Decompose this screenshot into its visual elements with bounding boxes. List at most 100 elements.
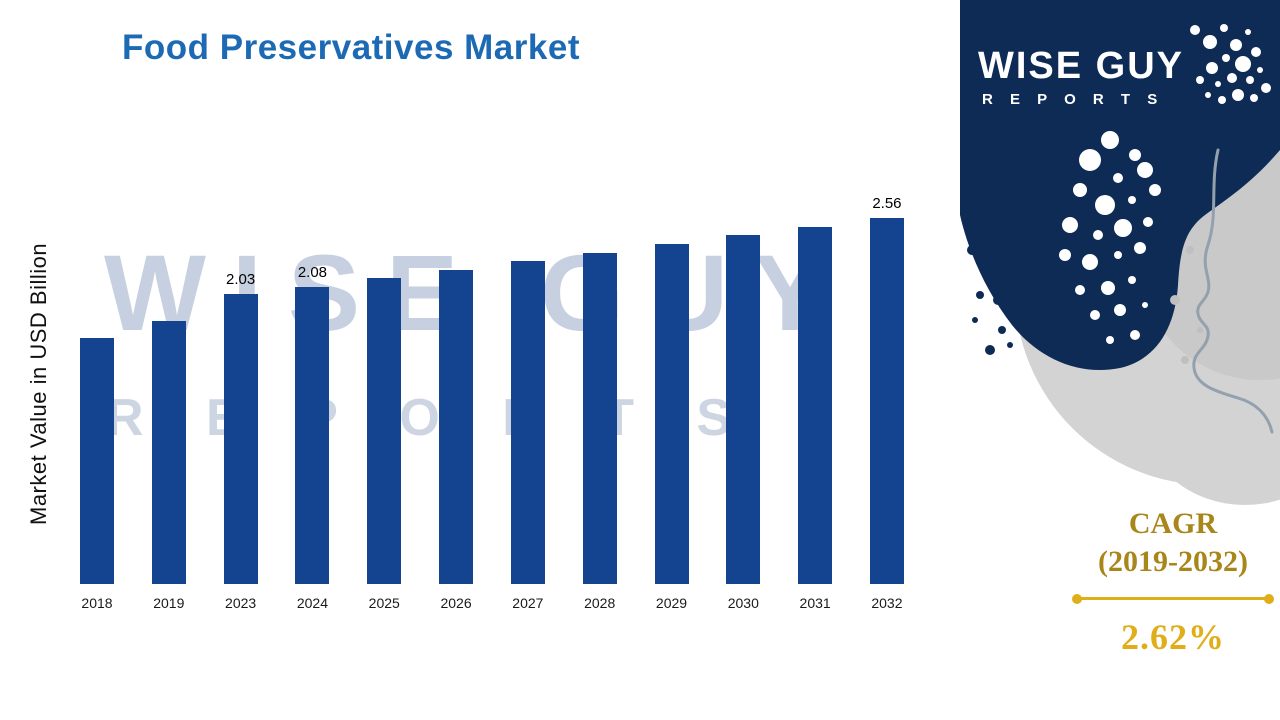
decorative-dot bbox=[1206, 62, 1218, 74]
x-tick-label: 2019 bbox=[153, 595, 185, 611]
decorative-dot bbox=[1106, 336, 1114, 344]
decorative-dot bbox=[1203, 35, 1217, 49]
x-tick-label: 2028 bbox=[584, 595, 616, 611]
cagr-heading-line1: CAGR bbox=[1128, 507, 1218, 540]
decorative-dot bbox=[967, 245, 977, 255]
decorative-dot bbox=[1082, 254, 1098, 270]
decorative-dot bbox=[1197, 327, 1203, 333]
decorative-dot bbox=[1235, 56, 1251, 72]
face-profile-icon bbox=[1192, 148, 1274, 434]
decorative-dot bbox=[1095, 195, 1115, 215]
bar-plot: 2018 2019 2.03 2023 2.08 2024 2025 2026 2027 2028… bbox=[80, 184, 904, 611]
decorative-dot bbox=[1129, 149, 1141, 161]
decorative-dot bbox=[1227, 73, 1237, 83]
bar bbox=[439, 269, 474, 584]
decorative-dot bbox=[1114, 304, 1126, 316]
decorative-dot bbox=[1230, 39, 1242, 51]
bar-column: 2.03 2023 bbox=[223, 184, 258, 611]
bar-value-label: 2.03 bbox=[226, 271, 256, 288]
x-tick-label: 2031 bbox=[799, 595, 831, 611]
decorative-dot bbox=[1181, 356, 1189, 364]
decorative-dot bbox=[976, 144, 988, 156]
decorative-dot bbox=[1093, 230, 1103, 240]
decorative-dot bbox=[1128, 276, 1136, 284]
x-tick-label: 2026 bbox=[440, 595, 472, 611]
bar bbox=[151, 321, 186, 584]
decorative-dot bbox=[993, 295, 1003, 305]
decorative-dot bbox=[1196, 76, 1204, 84]
bar bbox=[582, 252, 617, 584]
bar-value-label: 2.56 bbox=[872, 195, 902, 213]
cagr-value: 2.62% bbox=[1121, 617, 1225, 657]
decorative-dot bbox=[1073, 183, 1087, 197]
bar bbox=[510, 261, 545, 584]
gray-dot-cluster bbox=[1170, 246, 1203, 364]
x-tick-label: 2029 bbox=[655, 595, 688, 611]
cagr-heading-line2: (2019-2032) bbox=[1098, 545, 1248, 578]
x-tick-label: 2030 bbox=[727, 595, 759, 611]
decorative-dot bbox=[1017, 297, 1023, 303]
bar-column: 2018 bbox=[80, 184, 114, 611]
decorative-dot bbox=[985, 345, 995, 355]
decorative-dot bbox=[1079, 149, 1101, 171]
decorative-dot bbox=[1170, 295, 1180, 305]
decorative-dot bbox=[1128, 196, 1136, 204]
bar bbox=[367, 278, 402, 584]
bar-column: 2019 bbox=[151, 184, 186, 611]
decorative-dot bbox=[1114, 251, 1122, 259]
x-tick-label: 2023 bbox=[225, 595, 257, 611]
watermark-line2: R E P O R T S bbox=[106, 389, 756, 447]
decorative-dot bbox=[1011, 206, 1019, 214]
decorative-dot bbox=[1186, 246, 1194, 254]
decorative-dot bbox=[1190, 25, 1200, 35]
bar-column: 2.56 2032 bbox=[869, 184, 904, 611]
decorative-dot bbox=[1222, 54, 1230, 62]
decorative-dot bbox=[998, 326, 1006, 334]
decorative-dot bbox=[976, 291, 984, 299]
y-axis-label: Market Value in USD Billion bbox=[26, 242, 51, 526]
decorative-dot bbox=[1090, 310, 1100, 320]
bar-column: 2027 bbox=[510, 184, 545, 611]
decorative-dot bbox=[1218, 96, 1226, 104]
bar bbox=[798, 226, 833, 584]
decorative-dot bbox=[966, 166, 974, 174]
white-dot-cluster bbox=[1059, 24, 1271, 344]
decorative-dot bbox=[1027, 327, 1033, 333]
bar bbox=[295, 286, 330, 584]
bar-column: 2031 bbox=[798, 184, 833, 611]
x-tick-label: 2018 bbox=[81, 595, 113, 611]
cagr-block: CAGR (2019-2032) 2.62% bbox=[1070, 505, 1276, 658]
decorative-dot bbox=[1246, 76, 1254, 84]
x-tick-label: 2032 bbox=[871, 595, 903, 611]
decorative-dot bbox=[982, 264, 994, 276]
decorative-dot bbox=[1149, 184, 1161, 196]
decorative-dot bbox=[1062, 217, 1078, 233]
cagr-divider-line bbox=[1072, 593, 1274, 604]
bar bbox=[654, 244, 689, 584]
decorative-dot bbox=[991, 236, 999, 244]
wiseguy-brand-panel: WISE GUY R E P O R T S bbox=[960, 0, 1280, 505]
x-tick-label: 2027 bbox=[512, 595, 544, 611]
decorative-dot bbox=[1134, 242, 1146, 254]
decorative-dot bbox=[1101, 281, 1115, 295]
decorative-dot bbox=[1245, 29, 1251, 35]
decorative-dot bbox=[1215, 81, 1221, 87]
decorative-dot bbox=[1232, 89, 1244, 101]
x-tick-label: 2024 bbox=[296, 595, 329, 611]
decorative-dot bbox=[1114, 219, 1132, 237]
logo-wordmark: WISE GUY bbox=[978, 45, 1184, 87]
bar-column: 2.08 2024 bbox=[295, 184, 330, 611]
bar-column: 2030 bbox=[726, 184, 761, 611]
bar-column: 2025 bbox=[367, 184, 402, 611]
decorative-dot bbox=[1205, 92, 1211, 98]
decorative-dot bbox=[1142, 302, 1148, 308]
decorative-dot bbox=[1130, 330, 1140, 340]
decorative-dot bbox=[985, 180, 995, 190]
bar-column: 2029 bbox=[654, 184, 689, 611]
decorative-dot bbox=[971, 208, 985, 222]
bar-value-label: 2.08 bbox=[297, 263, 328, 281]
decorative-dot bbox=[1101, 131, 1119, 149]
navy-block bbox=[960, 0, 1280, 371]
bar-column: 2026 bbox=[439, 184, 474, 611]
